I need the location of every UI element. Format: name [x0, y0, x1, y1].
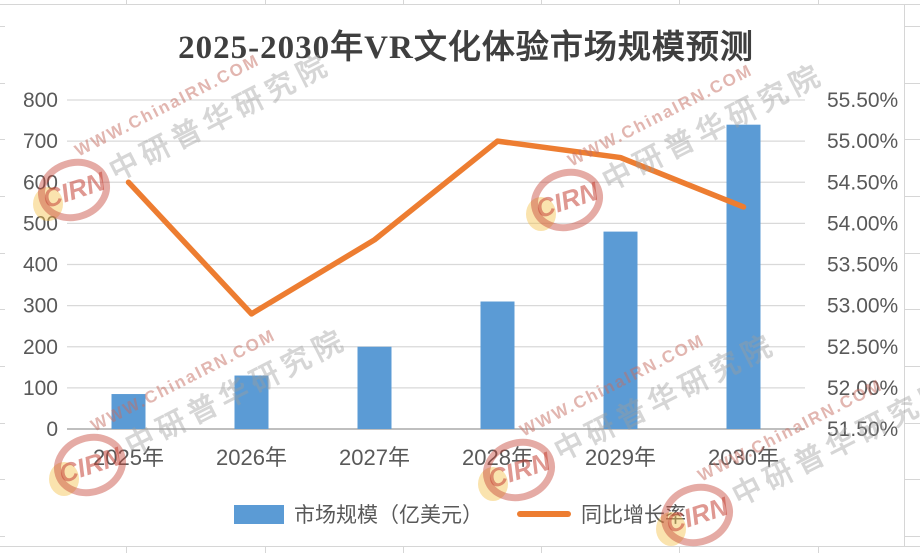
- left-axis-tick-label: 300: [23, 295, 58, 318]
- spreadsheet-gridline: [403, 547, 404, 553]
- spreadsheet-gridline: [0, 139, 5, 140]
- spreadsheet-gridline: [0, 423, 5, 424]
- right-axis-tick-label: 53.50%: [827, 254, 898, 277]
- spreadsheet-gridline: [403, 0, 404, 4]
- spreadsheet-gridline: [679, 547, 680, 553]
- left-axis-tick-label: 700: [23, 130, 58, 153]
- spreadsheet-gridline: [905, 196, 920, 197]
- left-axis-tick-label: 100: [23, 377, 58, 400]
- bar-2025年[interactable]: [111, 394, 146, 429]
- right-axis-tick-label: 51.50%: [827, 418, 898, 441]
- spreadsheet-gridline: [0, 26, 5, 27]
- legend-line-swatch-icon[interactable]: [517, 511, 571, 517]
- legend-spacer: [493, 514, 507, 515]
- right-axis-tick-label: 55.50%: [827, 89, 898, 112]
- spreadsheet-gridline: [905, 309, 920, 310]
- spreadsheet-gridline: [265, 0, 266, 4]
- spreadsheet-gridline: [0, 4, 920, 5]
- x-axis-label: 2026年: [216, 445, 287, 470]
- left-axis-tick-label: 200: [23, 336, 58, 359]
- spreadsheet-gridline: [0, 536, 5, 537]
- spreadsheet-gridline: [0, 309, 5, 310]
- spreadsheet-gridline: [0, 83, 5, 84]
- x-axis-label: 2027年: [339, 445, 410, 470]
- right-axis-tick-label: 55.00%: [827, 130, 898, 153]
- left-axis-tick-label: 600: [23, 171, 58, 194]
- left-axis-tick-label: 400: [23, 254, 58, 277]
- spreadsheet-gridline: [905, 253, 920, 254]
- spreadsheet-gridline: [126, 547, 127, 553]
- spreadsheet-gridline: [679, 0, 680, 4]
- right-axis-tick-label: 52.50%: [827, 336, 898, 359]
- spreadsheet-gridline: [904, 4, 905, 547]
- spreadsheet-gridline: [905, 26, 920, 27]
- right-axis-tick-label: 53.00%: [827, 295, 898, 318]
- x-axis-label: 2030年: [708, 445, 779, 470]
- right-axis-tick-label: 52.00%: [827, 377, 898, 400]
- growth-rate-line[interactable]: [125, 138, 747, 317]
- chart-legend: 市场规模（亿美元） 同比增长率: [0, 499, 920, 529]
- spreadsheet-gridline: [0, 366, 5, 367]
- right-axis-tick-label: 54.50%: [827, 171, 898, 194]
- spreadsheet-gridline: [0, 253, 5, 254]
- left-axis-tick-label: 500: [23, 212, 58, 235]
- left-axis-tick-label: 800: [23, 89, 58, 112]
- spreadsheet-gridline: [905, 536, 920, 537]
- spreadsheet-gridline: [905, 366, 920, 367]
- chart-title: 2025-2030年VR文化体验市场规模预测: [178, 30, 754, 66]
- bar-2027年[interactable]: [357, 346, 392, 429]
- right-axis-tick-label: 54.00%: [827, 212, 898, 235]
- spreadsheet-gridline: [541, 0, 542, 4]
- bar-2030年[interactable]: [726, 124, 761, 430]
- bar-2029年[interactable]: [603, 231, 638, 429]
- legend-line-label[interactable]: 同比增长率: [581, 504, 686, 527]
- spreadsheet-gridline: [905, 423, 920, 424]
- legend-bar-label[interactable]: 市场规模（亿美元）: [294, 504, 483, 527]
- spreadsheet-gridline: [541, 547, 542, 553]
- spreadsheet-gridline: [818, 0, 819, 4]
- spreadsheet-gridline: [905, 139, 920, 140]
- spreadsheet-gridline: [0, 479, 5, 480]
- x-axis-label: 2029年: [585, 445, 656, 470]
- spreadsheet-gridline: [905, 479, 920, 480]
- spreadsheet-gridline: [126, 0, 127, 4]
- spreadsheet-gridline: [818, 547, 819, 553]
- spreadsheet-gridline: [905, 83, 920, 84]
- x-axis-label: 2028年: [462, 445, 533, 470]
- bar-2026年[interactable]: [234, 375, 269, 429]
- bar-2028年[interactable]: [480, 301, 515, 429]
- spreadsheet-gridline: [265, 547, 266, 553]
- spreadsheet-gridline: [0, 196, 5, 197]
- x-axis-label: 2025年: [93, 445, 164, 470]
- left-axis-tick-label: 0: [46, 418, 58, 441]
- spreadsheet-gridline: [0, 546, 920, 547]
- legend-bar-swatch-icon[interactable]: [234, 504, 284, 524]
